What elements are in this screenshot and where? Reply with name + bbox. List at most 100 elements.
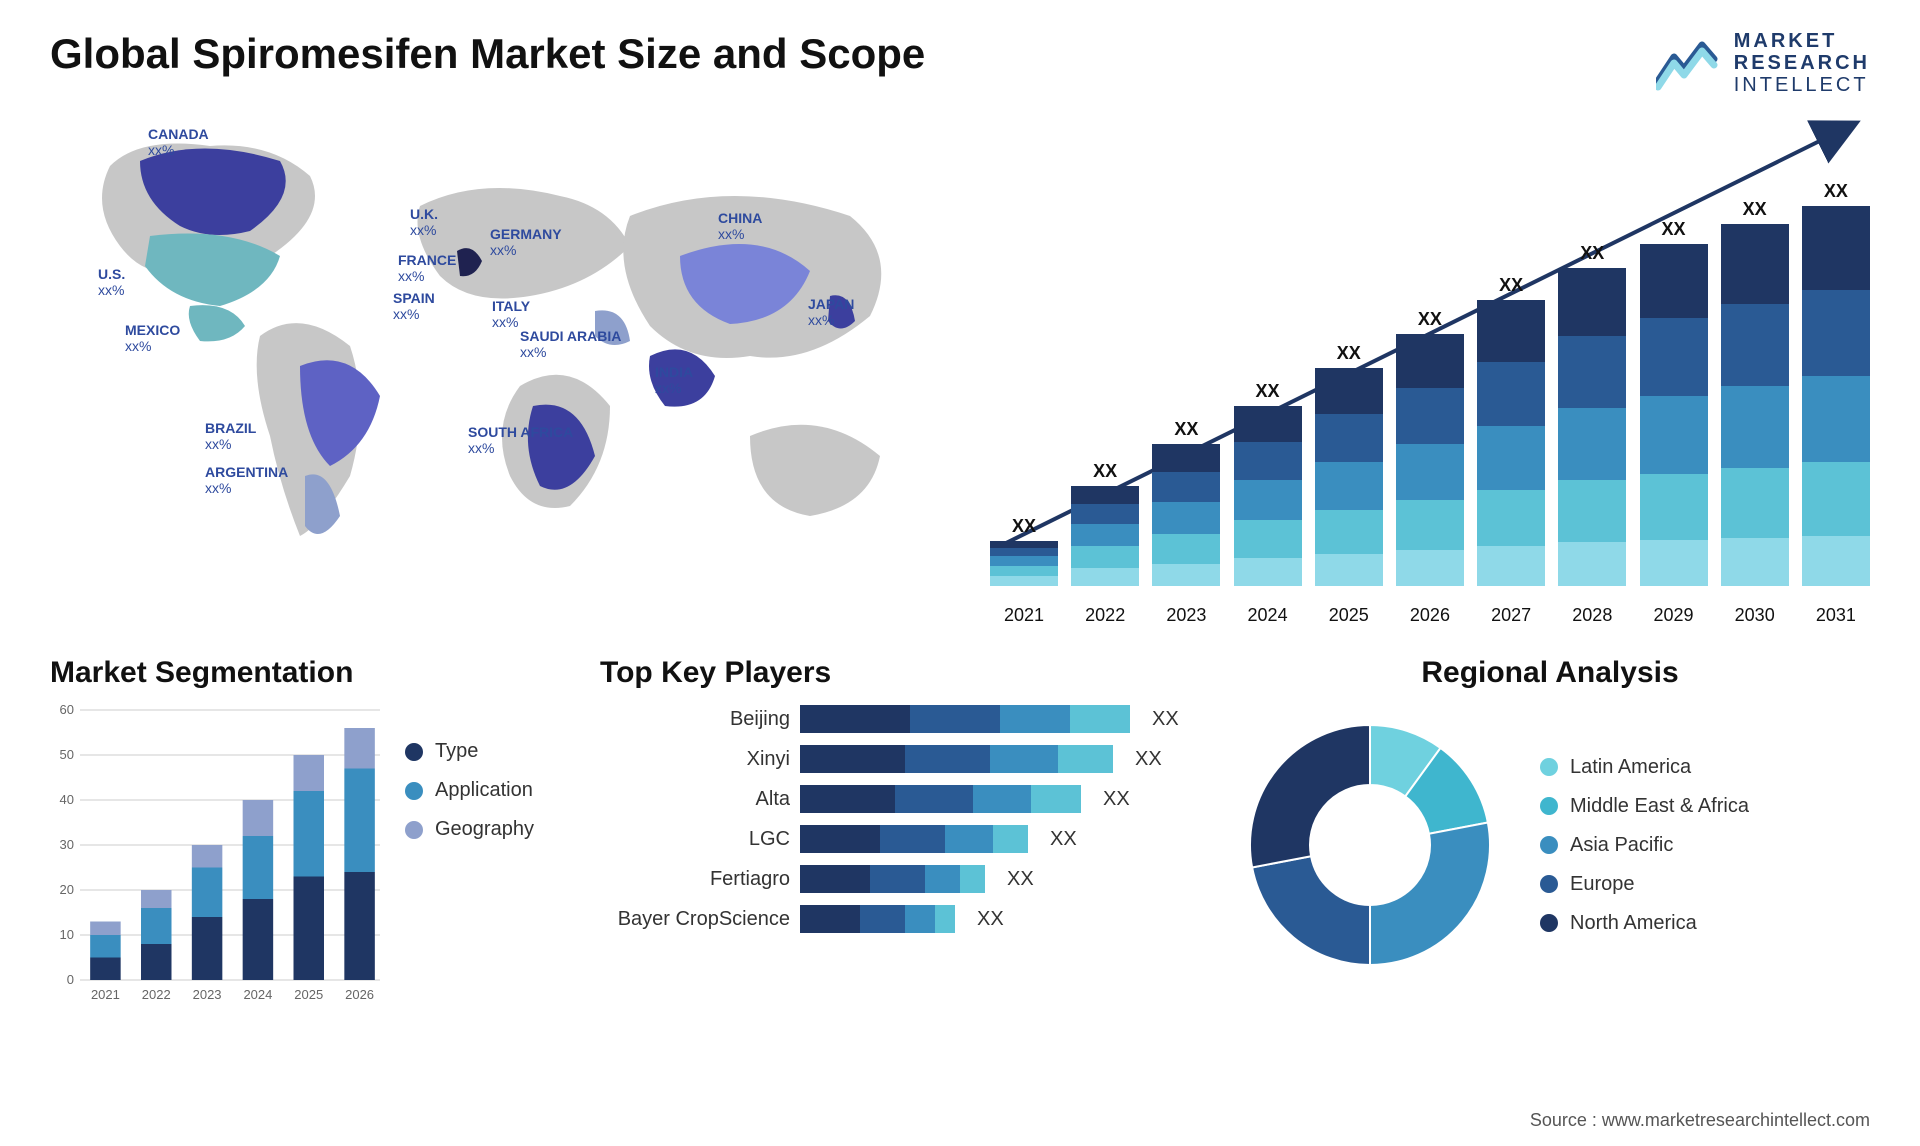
map-label: SOUTH AFRICAxx% xyxy=(468,424,573,456)
map-label: SPAINxx% xyxy=(393,290,435,322)
growth-bar: XX xyxy=(1071,461,1139,586)
growth-bar: XX xyxy=(1721,199,1789,586)
segmentation-legend-item: Geography xyxy=(405,818,534,841)
player-value: XX xyxy=(977,908,1004,931)
regional-legend-item: Middle East & Africa xyxy=(1540,795,1749,818)
svg-text:40: 40 xyxy=(60,792,74,807)
source-text: Source : www.marketresearchintellect.com xyxy=(1530,1110,1870,1131)
logo-icon xyxy=(1656,35,1726,91)
segmentation-legend-item: Application xyxy=(405,779,534,802)
growth-bar: XX xyxy=(1234,381,1302,586)
growth-bar-value: XX xyxy=(1743,199,1767,220)
growth-x-label: 2025 xyxy=(1315,605,1383,626)
growth-bar: XX xyxy=(990,516,1058,586)
player-row: Bayer CropScience XX xyxy=(600,905,1200,933)
map-label: CANADAxx% xyxy=(148,126,209,158)
growth-bar-value: XX xyxy=(1499,275,1523,296)
growth-bar: XX xyxy=(1477,275,1545,586)
growth-bar: XX xyxy=(1558,243,1626,586)
player-bar xyxy=(800,825,1028,853)
map-label: ITALYxx% xyxy=(492,298,530,330)
player-name: Xinyi xyxy=(600,748,790,771)
regional-title: Regional Analysis xyxy=(1230,656,1870,690)
player-value: XX xyxy=(1135,748,1162,771)
player-bar xyxy=(800,705,1130,733)
svg-text:2024: 2024 xyxy=(243,987,272,1002)
player-bar xyxy=(800,745,1113,773)
player-value: XX xyxy=(1103,788,1130,811)
players-title: Top Key Players xyxy=(600,656,1200,690)
world-map-icon xyxy=(50,106,950,586)
player-row: Fertiagro XX xyxy=(600,865,1200,893)
player-name: LGC xyxy=(600,828,790,851)
player-row: Beijing XX xyxy=(600,705,1200,733)
growth-x-label: 2031 xyxy=(1802,605,1870,626)
map-label: MEXICOxx% xyxy=(125,322,180,354)
growth-bar: XX xyxy=(1640,219,1708,586)
segmentation-bar-chart: 0102030405060202120222023202420252026 xyxy=(50,705,380,1005)
logo-text-3: INTELLECT xyxy=(1734,74,1870,96)
segmentation-legend-item: Type xyxy=(405,740,534,763)
growth-bar-value: XX xyxy=(1337,343,1361,364)
regional-panel: Regional Analysis Latin America Middle Ea… xyxy=(1230,656,1870,1005)
world-map-panel: CANADAxx% U.S.xx%MEXICOxx% BRAZILxx% ARGENT… xyxy=(50,106,950,626)
growth-bar-value: XX xyxy=(1661,219,1685,240)
svg-text:50: 50 xyxy=(60,747,74,762)
growth-x-label: 2023 xyxy=(1152,605,1220,626)
svg-text:10: 10 xyxy=(60,927,74,942)
svg-text:2022: 2022 xyxy=(142,987,171,1002)
map-label: ARGENTINAxx% xyxy=(205,464,288,496)
map-label: JAPANxx% xyxy=(808,296,854,328)
player-value: XX xyxy=(1050,828,1077,851)
segmentation-panel: Market Segmentation 01020304050602021202… xyxy=(50,656,570,1005)
logo-text-2: RESEARCH xyxy=(1734,52,1870,74)
growth-bar: XX xyxy=(1396,309,1464,586)
player-name: Beijing xyxy=(600,708,790,731)
svg-text:20: 20 xyxy=(60,882,74,897)
map-label: INDIAxx% xyxy=(655,364,693,396)
growth-chart-panel: XXXXXXXXXXXXXXXXXXXXXX 20212022202320242… xyxy=(990,106,1870,626)
logo-text-1: MARKET xyxy=(1734,30,1870,52)
svg-text:2023: 2023 xyxy=(193,987,222,1002)
regional-donut-chart xyxy=(1230,705,1510,985)
map-label: SAUDI ARABIAxx% xyxy=(520,328,621,360)
map-label: CHINAxx% xyxy=(718,210,762,242)
regional-legend-item: Europe xyxy=(1540,873,1749,896)
svg-text:60: 60 xyxy=(60,705,74,717)
growth-bar-value: XX xyxy=(1012,516,1036,537)
player-value: XX xyxy=(1152,708,1179,731)
svg-text:2026: 2026 xyxy=(345,987,374,1002)
growth-x-label: 2021 xyxy=(990,605,1058,626)
growth-bar-value: XX xyxy=(1093,461,1117,482)
growth-x-label: 2030 xyxy=(1721,605,1789,626)
player-row: Xinyi XX xyxy=(600,745,1200,773)
growth-x-label: 2029 xyxy=(1640,605,1708,626)
segmentation-title: Market Segmentation xyxy=(50,656,570,690)
map-label: GERMANYxx% xyxy=(490,226,562,258)
regional-legend-item: Asia Pacific xyxy=(1540,834,1749,857)
regional-legend-item: Latin America xyxy=(1540,756,1749,779)
growth-x-label: 2024 xyxy=(1234,605,1302,626)
page-title: Global Spiromesifen Market Size and Scop… xyxy=(50,30,925,78)
map-label: U.S.xx% xyxy=(98,266,125,298)
growth-x-label: 2027 xyxy=(1477,605,1545,626)
player-name: Fertiagro xyxy=(600,868,790,891)
map-label: BRAZILxx% xyxy=(205,420,256,452)
player-row: Alta XX xyxy=(600,785,1200,813)
player-bar xyxy=(800,785,1081,813)
player-value: XX xyxy=(1007,868,1034,891)
map-label: FRANCExx% xyxy=(398,252,456,284)
svg-text:2025: 2025 xyxy=(294,987,323,1002)
map-label: U.K.xx% xyxy=(410,206,438,238)
growth-bar-value: XX xyxy=(1256,381,1280,402)
growth-bar-value: XX xyxy=(1580,243,1604,264)
regional-legend-item: North America xyxy=(1540,912,1749,935)
player-bar xyxy=(800,865,985,893)
growth-bar: XX xyxy=(1802,181,1870,586)
players-panel: Top Key Players Beijing XX Xinyi XX Alta XX LG… xyxy=(600,656,1200,1005)
player-name: Alta xyxy=(600,788,790,811)
growth-x-label: 2028 xyxy=(1558,605,1626,626)
player-name: Bayer CropScience xyxy=(600,908,790,931)
player-bar xyxy=(800,905,955,933)
growth-bar-value: XX xyxy=(1418,309,1442,330)
